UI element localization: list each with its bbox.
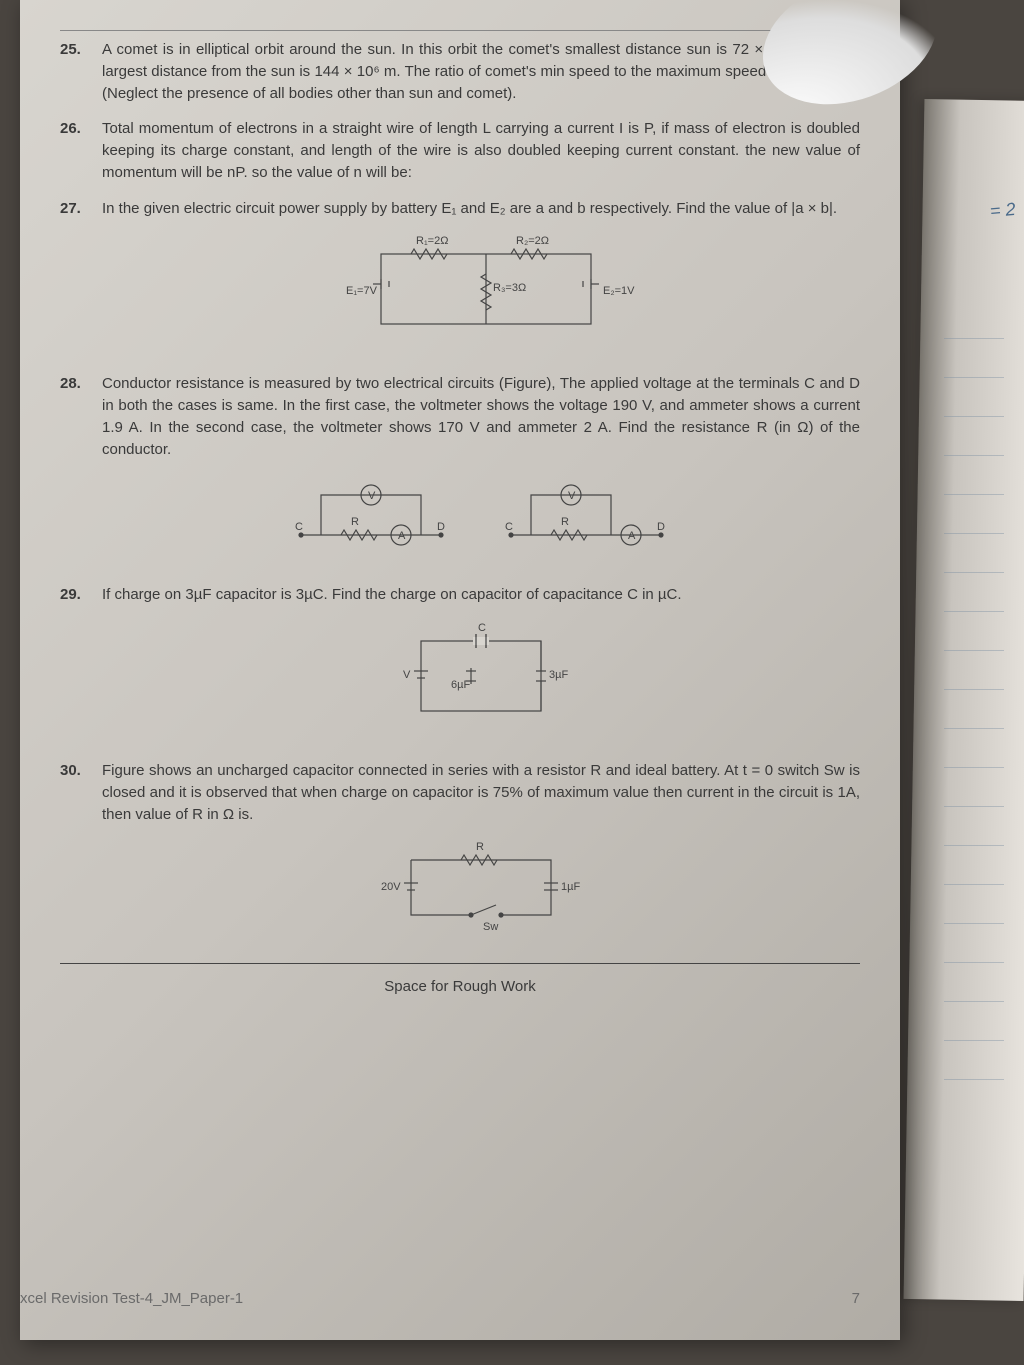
svg-text:D: D [437,521,445,533]
e2-label: E₂=1V [603,285,635,297]
question-number: 27. [60,198,102,360]
svg-text:C: C [295,521,303,533]
question-text: Figure shows an uncharged capacitor conn… [102,760,860,945]
top-rule [60,30,860,31]
svg-text:R: R [476,841,484,853]
svg-text:C: C [505,521,513,533]
svg-text:A: A [398,530,406,542]
svg-text:D: D [657,521,665,533]
question-text: A comet is in elliptical orbit around th… [102,39,860,104]
question-29: 29. If charge on 3µF capacitor is 3µC. F… [60,584,860,746]
svg-text:R: R [561,516,569,528]
svg-text:C: C [478,622,486,634]
question-30: 30. Figure shows an uncharged capacitor … [60,760,860,945]
circuit-diagram-28: V A R C D V A R C D [102,470,860,560]
circuit-diagram-30: R 20V 1µF Sᴡ [102,835,860,935]
svg-text:1µF: 1µF [561,881,580,893]
e1-label: E₁=7V [346,285,378,297]
question-number: 26. [60,118,102,183]
r1-label: R₁=2Ω [416,235,448,247]
question-number: 25. [60,39,102,104]
ruled-paper-lines [944,300,1004,1200]
page-number: 7 [852,1288,860,1310]
question-number: 30. [60,760,102,945]
question-25: 25. A comet is in elliptical orbit aroun… [60,39,860,104]
r3-label: R₃=3Ω [493,282,526,294]
bottom-rule [60,963,860,964]
svg-text:R: R [351,516,359,528]
svg-text:V: V [368,490,376,502]
question-number: 29. [60,584,102,746]
rough-work-label: Space for Rough Work [60,976,860,998]
handwritten-note: = 2 [990,199,1017,222]
question-text: Total momentum of electrons in a straigh… [102,118,860,183]
question-text: If charge on 3µF capacitor is 3µC. Find … [102,584,860,746]
question-text: In the given electric circuit power supp… [102,198,860,360]
question-28: 28. Conductor resistance is measured by … [60,373,860,570]
svg-text:20V: 20V [381,881,401,893]
question-text: Conductor resistance is measured by two … [102,373,860,570]
question-text-span: In the given electric circuit power supp… [102,200,837,217]
r2-label: R₂=2Ω [516,235,549,247]
svg-text:3µF: 3µF [549,669,568,681]
question-text-span: Figure shows an uncharged capacitor conn… [102,762,860,823]
page-footer: xcel Revision Test-4_JM_Paper-1 7 [20,1288,860,1310]
footer-title: xcel Revision Test-4_JM_Paper-1 [20,1288,243,1310]
svg-text:A: A [628,530,636,542]
question-text-span: Conductor resistance is measured by two … [102,375,860,457]
circuit-diagram-29: C V 6µF 3µF [102,616,860,736]
svg-text:Sᴡ: Sᴡ [483,921,498,933]
svg-text:V: V [403,669,411,681]
question-text-span: If charge on 3µF capacitor is 3µC. Find … [102,586,682,603]
exam-page: 25. A comet is in elliptical orbit aroun… [20,0,900,1340]
svg-text:V: V [568,490,576,502]
circuit-diagram-27: R₁=2Ω R₂=2Ω R₃=3Ω E₁=7V E₂=1V [102,229,860,349]
question-number: 28. [60,373,102,570]
question-27: 27. In the given electric circuit power … [60,198,860,360]
svg-text:6µF: 6µF [451,679,470,691]
question-26: 26. Total momentum of electrons in a str… [60,118,860,183]
